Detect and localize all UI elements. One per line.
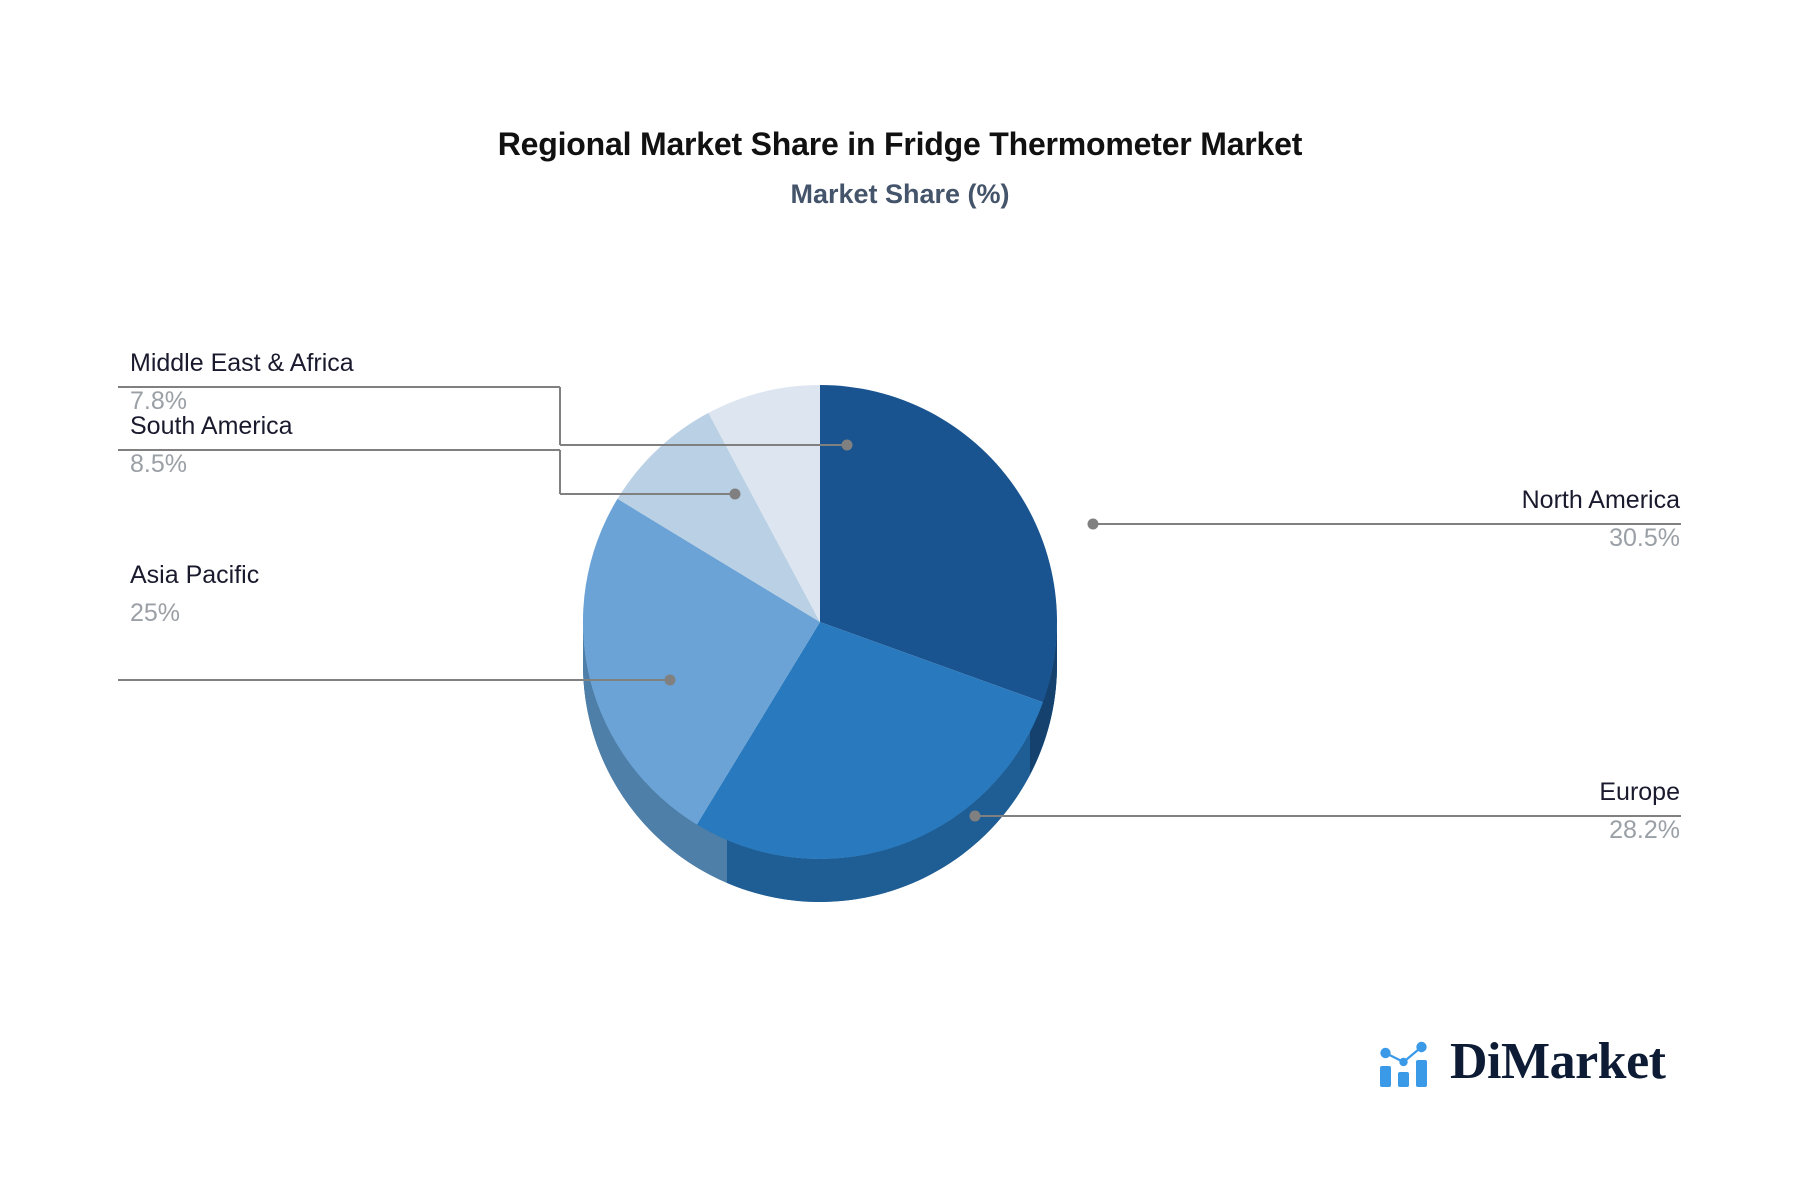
callout-label-middle-east-africa: Middle East & Africa xyxy=(130,349,354,377)
callout-value-europe: 28.2% xyxy=(1609,816,1680,845)
callout-south-america[interactable]: South America 8.5% xyxy=(130,411,293,481)
callout-label-north-america: North America xyxy=(1521,486,1680,514)
bar-chart-icon xyxy=(1380,1041,1427,1087)
pie-slice-europe[interactable] xyxy=(696,622,1043,860)
callout-value-middle-east-africa: 7.8% xyxy=(130,387,187,416)
leader-dot-middle-east-africa xyxy=(841,439,853,451)
callout-label-south-america: South America xyxy=(130,412,293,440)
dimarket-logo: DiMarket xyxy=(1378,1033,1666,1090)
callout-middle-east-africa[interactable]: Middle East & Africa 7.8% xyxy=(130,348,354,418)
callout-label-asia-pacific: Asia Pacific xyxy=(130,561,260,589)
callout-label-europe: Europe xyxy=(1599,778,1680,806)
callout-underlines xyxy=(118,386,1681,817)
callout-europe[interactable]: Europe 28.2% xyxy=(1599,777,1680,847)
pie-slices xyxy=(582,385,1058,860)
chart-title: Regional Market Share in Fridge Thermome… xyxy=(497,126,1303,162)
callout-value-north-america: 30.5% xyxy=(1609,524,1680,553)
pie-slice-south-america[interactable] xyxy=(617,412,821,622)
callout-north-america[interactable]: North America 30.5% xyxy=(1522,485,1680,555)
callout-value-asia-pacific: 25% xyxy=(130,599,181,628)
chart-subtitle: Market Share (%) xyxy=(790,178,1010,209)
callout-value-south-america: 8.5% xyxy=(130,450,187,479)
chart-header: Regional Market Share in Fridge Thermome… xyxy=(0,126,1800,210)
logo-wordmark: DiMarket xyxy=(1450,1033,1666,1090)
leader-dot-south-america xyxy=(729,488,741,500)
pie-slice-asia-pacific[interactable] xyxy=(582,498,820,825)
pie-3d-side-wall xyxy=(583,622,1058,903)
pie-slice-north-america[interactable] xyxy=(820,385,1058,703)
callout-asia-pacific[interactable]: Asia Pacific 25% xyxy=(130,560,259,630)
